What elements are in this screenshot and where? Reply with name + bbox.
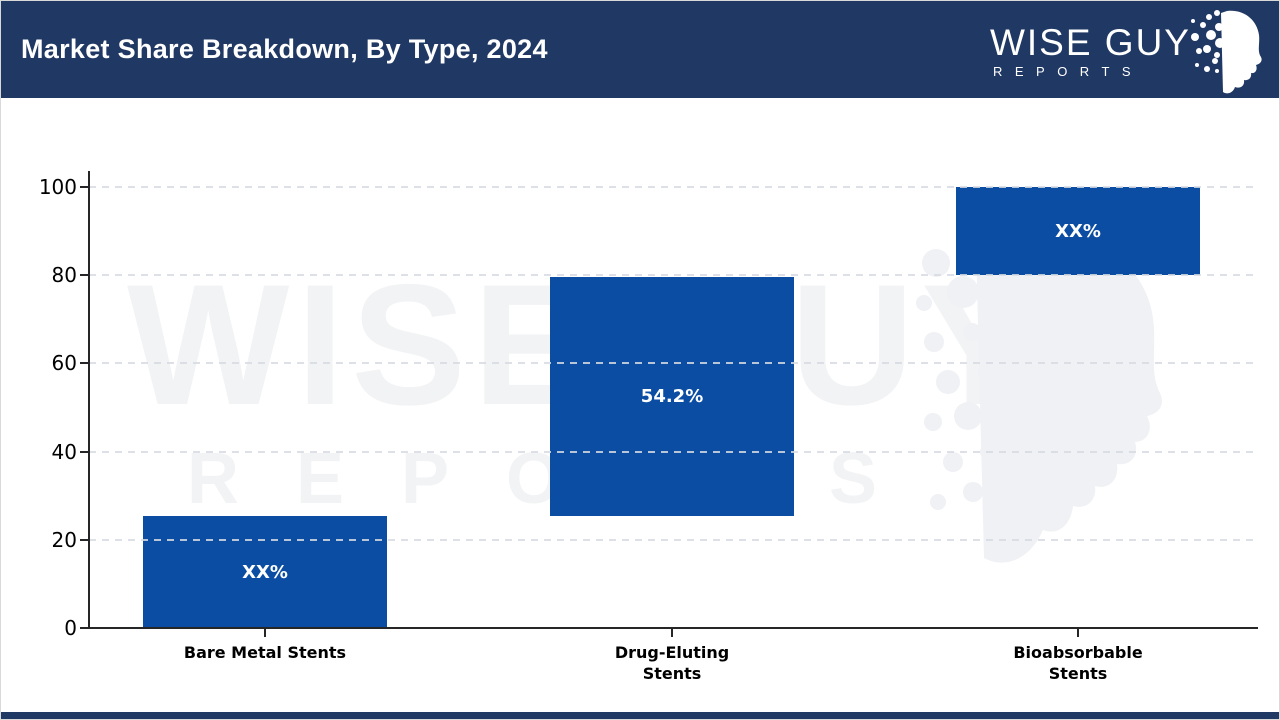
gridline (89, 450, 1256, 453)
y-tick-label: 80 (51, 263, 77, 288)
page-title: Market Share Breakdown, By Type, 2024 (21, 34, 548, 64)
category-label-line: Stents (642, 664, 702, 683)
header: Market Share Breakdown, By Type, 2024 WI… (1, 1, 1279, 98)
gridline (89, 186, 1256, 188)
y-axis-line (88, 171, 90, 629)
y-axis-tick (80, 186, 88, 188)
gridline (89, 362, 1256, 365)
x-axis-tick (671, 629, 674, 637)
gridline (89, 274, 1256, 277)
y-axis-tick (80, 627, 88, 629)
y-tick-label: 40 (51, 439, 77, 464)
category-label: Bioabsorbable Stents (918, 642, 1238, 684)
bar-value-label: XX% (242, 561, 288, 583)
logo-wordmark: WISE GUY (989, 22, 1191, 63)
category-label-line: Stents (1048, 664, 1108, 683)
bar-segment: XX% (142, 516, 387, 628)
category-label-line: Drug-Eluting (614, 643, 730, 662)
category-label-line: Bare Metal Stents (183, 643, 347, 662)
category-label: Bare Metal Stents (105, 642, 425, 663)
logo-text: WISE GUY REPORTS (989, 22, 1191, 80)
y-tick-label: 100 (38, 175, 77, 199)
y-tick-label: 0 (64, 616, 77, 640)
logo-head-icon (1191, 10, 1262, 94)
category-label: Drug-Eluting Stents (512, 642, 832, 684)
chart-area: WISE GUY REPORTS XX%Bare Metal Stents54.… (1, 98, 1279, 714)
wise-guy-logo: WISE GUY REPORTS (990, 7, 1267, 95)
category-label-line: Bioabsorbable (1013, 643, 1143, 662)
bar-segment: 54.2% (550, 277, 795, 517)
bar-value-label: 54.2% (640, 386, 704, 408)
bar-value-label: XX% (1055, 220, 1101, 242)
y-axis-tick (80, 274, 88, 277)
x-axis-tick (1077, 629, 1080, 637)
x-axis-line (88, 627, 1258, 629)
y-axis-tick (80, 450, 88, 453)
y-axis-tick (80, 538, 88, 541)
bar-segment: XX% (956, 187, 1201, 276)
logo-subtitle: REPORTS (992, 64, 1144, 79)
y-tick-label: 20 (51, 527, 77, 552)
x-axis-tick (263, 629, 266, 637)
footer-bar (1, 712, 1279, 719)
watermark-head-icon (916, 229, 1163, 563)
y-axis-tick (80, 362, 88, 365)
y-tick-label: 60 (51, 351, 77, 376)
gridline (89, 538, 1256, 541)
